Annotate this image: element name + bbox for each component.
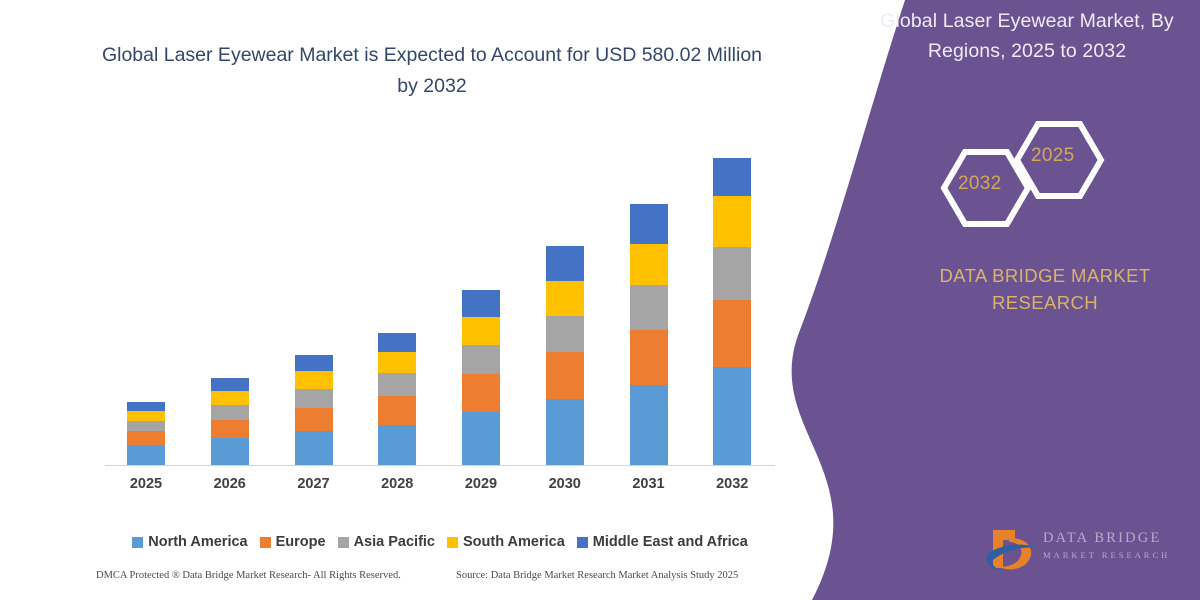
legend-label: Middle East and Africa <box>592 534 748 550</box>
bar-segment <box>713 196 752 247</box>
bar-segment <box>294 355 333 372</box>
legend-label: South America <box>463 534 565 550</box>
bar-column <box>189 140 271 466</box>
panel-heading: Global Laser Eyewear Market, By Regions,… <box>880 10 1174 62</box>
bar-segment <box>210 438 249 466</box>
bar-segment <box>462 344 500 375</box>
bar-segment <box>545 352 584 399</box>
bar-segment <box>462 290 500 317</box>
bar-segment <box>462 374 500 412</box>
bar-segment <box>378 373 417 396</box>
bar-segment <box>629 243 668 286</box>
x-tick-label: 2031 <box>632 476 665 492</box>
bar-segment <box>545 398 584 466</box>
bar-segment <box>378 395 417 425</box>
x-tick-label: 2027 <box>297 476 330 492</box>
bar-column <box>105 140 187 466</box>
bar-segment <box>294 407 333 432</box>
bar-segment <box>127 401 165 411</box>
x-axis-tick-labels: 2025 2026 2027 2028 2029 2030 2031 2032 <box>105 472 775 498</box>
footer-copyright: DMCA Protected ® Data Bridge Market Rese… <box>96 570 401 581</box>
bar-segment <box>210 390 249 405</box>
bar-segment <box>545 245 584 282</box>
bar-segment <box>378 332 417 353</box>
bar-segment <box>294 388 333 408</box>
bar-segment <box>210 404 249 420</box>
legend-item[interactable]: Asia Pacific <box>337 534 435 550</box>
legend-swatch <box>447 536 458 548</box>
stacked-bar <box>210 378 249 466</box>
bar-segment <box>629 329 668 385</box>
bar-segment <box>462 411 500 466</box>
brand-name: DATA BRIDGE MARKET RESEARCH <box>939 265 1151 313</box>
chart-title: Global Laser Eyewear Market is Expected … <box>101 44 763 97</box>
logo-text-primary: DATA BRIDGE <box>1043 530 1162 546</box>
bar-segment <box>545 281 584 316</box>
stacked-bar <box>713 157 752 466</box>
x-tick-label: 2028 <box>381 476 414 492</box>
bar-segment <box>127 445 165 466</box>
bar-segment <box>713 246 752 301</box>
footer: DMCA Protected ® Data Bridge Market Rese… <box>0 566 800 588</box>
legend-item[interactable]: South America <box>447 534 565 550</box>
stacked-bar <box>545 245 584 466</box>
x-tick-label: 2029 <box>464 476 498 492</box>
axis-baseline <box>105 465 775 466</box>
bar-segment <box>210 378 249 391</box>
bar-segment <box>629 285 668 330</box>
bar-segment <box>210 419 249 439</box>
legend-label: North America <box>148 534 248 550</box>
legend-label: Asia Pacific <box>353 534 435 550</box>
stacked-bar <box>462 290 500 466</box>
bar-segment <box>713 157 752 197</box>
stacked-bar-plot <box>105 140 775 466</box>
logo-text-secondary: MARKET RESEARCH <box>1043 550 1171 560</box>
hex-badge-2025-label: 2025 <box>1031 145 1075 166</box>
x-tick-label: 2026 <box>213 476 246 492</box>
bar-segment <box>713 367 752 466</box>
bar-segment <box>462 316 500 345</box>
bar-segment <box>629 204 668 244</box>
bar-segment <box>378 424 417 466</box>
hex-badge-2032-shape <box>940 149 1032 227</box>
bar-column <box>608 140 690 466</box>
x-tick-label: 2032 <box>716 476 749 492</box>
chart-legend: North America Europe Asia Pacific South Ame… <box>105 530 775 554</box>
data-bridge-logo-mark <box>986 530 1037 571</box>
bar-segment <box>127 410 165 421</box>
bar-segment <box>294 371 333 389</box>
stacked-bar <box>294 355 333 466</box>
data-bridge-logo: DATA BRIDGE MARKET RESEARCH <box>985 524 1185 580</box>
bar-segment <box>713 300 752 368</box>
bar-segment <box>378 352 417 374</box>
legend-label: Europe <box>275 534 326 550</box>
stacked-bar <box>127 401 165 466</box>
hex-badge-group: 2025 2032 <box>920 110 1120 230</box>
legend-item[interactable]: Middle East and Africa <box>576 534 748 550</box>
legend-item[interactable]: Europe <box>259 534 326 550</box>
bar-column <box>440 140 522 466</box>
bar-column <box>691 140 773 466</box>
x-tick-label: 2030 <box>548 476 581 492</box>
bar-column <box>356 140 438 466</box>
legend-swatch <box>576 536 588 548</box>
legend-swatch <box>259 536 271 548</box>
bar-segment <box>127 420 165 432</box>
bar-segment <box>127 431 165 446</box>
bar-segment <box>545 315 584 353</box>
stacked-bar <box>629 204 668 466</box>
bar-column <box>273 140 355 466</box>
bar-segment <box>294 431 333 466</box>
footer-source: Source: Data Bridge Market Research Mark… <box>456 570 739 581</box>
bar-column <box>524 140 606 466</box>
hex-badge-2025-shape <box>1013 121 1105 199</box>
x-tick-label: 2025 <box>129 476 163 492</box>
legend-swatch <box>337 536 349 548</box>
legend-swatch <box>132 536 144 548</box>
stacked-bar <box>378 332 417 466</box>
hex-badge-2032-label: 2032 <box>958 173 1002 194</box>
bar-segment <box>629 385 668 466</box>
legend-item[interactable]: North America <box>132 534 248 550</box>
